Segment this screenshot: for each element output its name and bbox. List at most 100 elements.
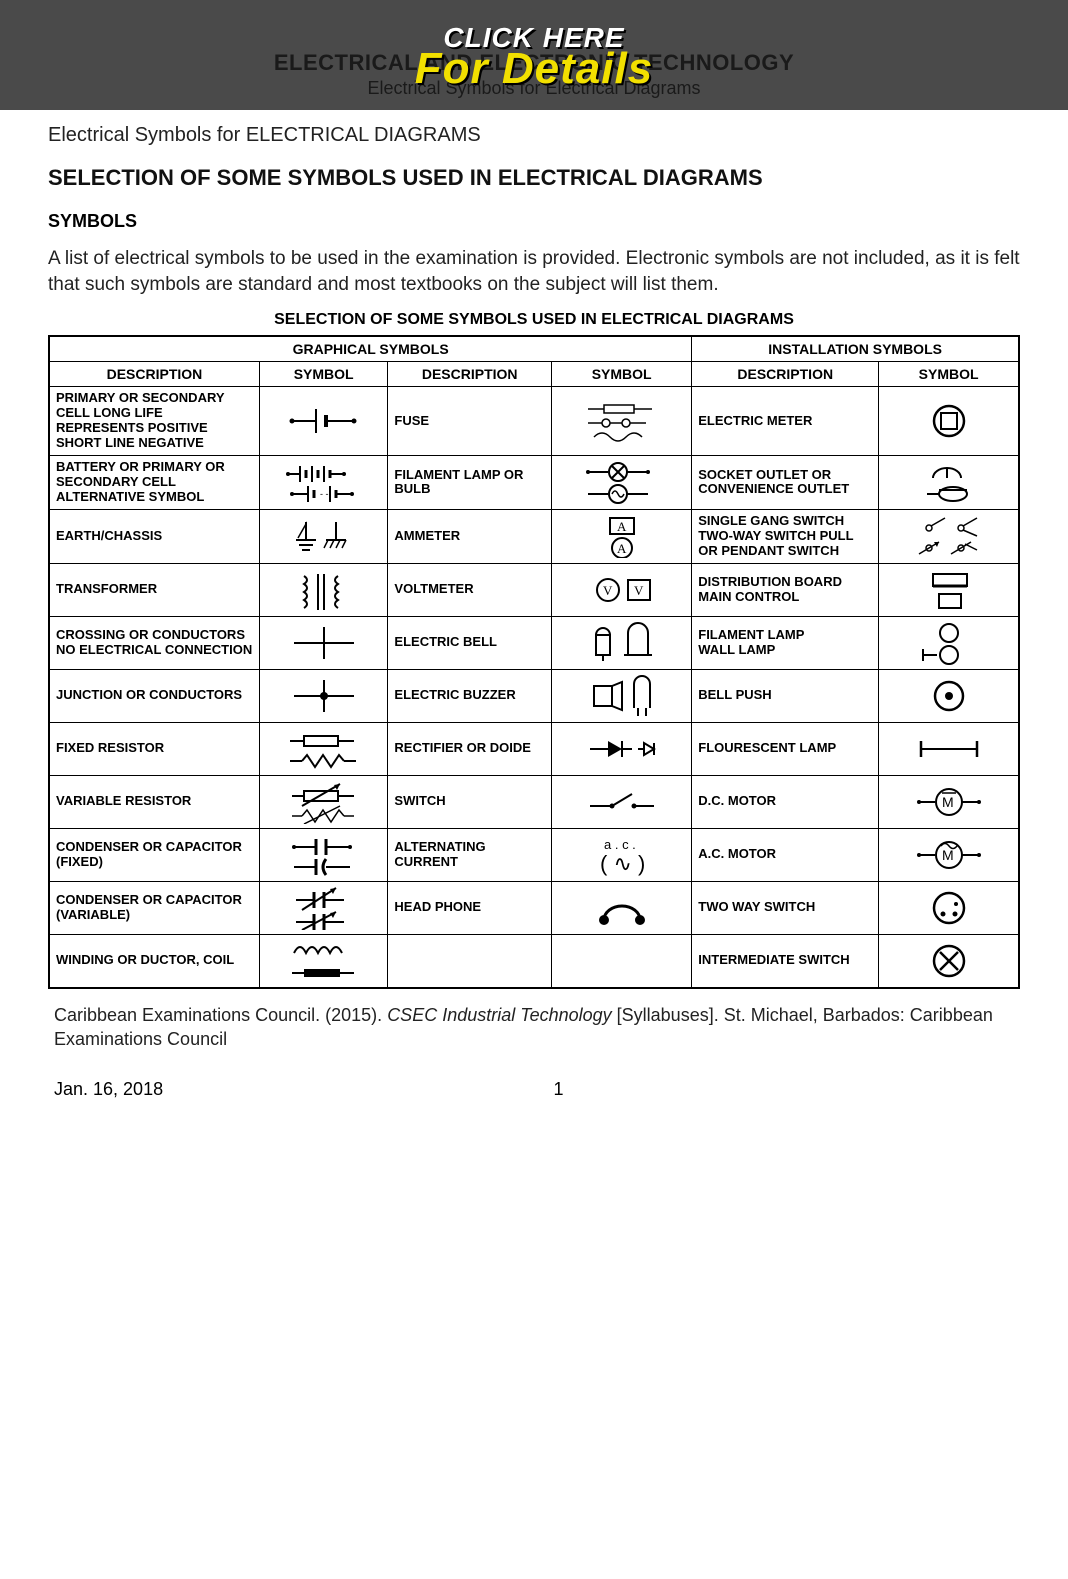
desc-cell: CONDENSER OR CAPACITOR (FIXED) (49, 828, 259, 881)
desc-cell: TRANSFORMER (49, 563, 259, 616)
symbol-cell (259, 775, 388, 828)
symbol-cell (552, 456, 692, 510)
symbol-cell (879, 563, 1019, 616)
table-row: WINDING OR DUCTOR, COIL INTERMEDIATE SWI… (49, 934, 1019, 988)
group-header-row: GRAPHICAL SYMBOLS INSTALLATION SYMBOLS (49, 336, 1019, 362)
desc-cell: ALTERNATING CURRENT (388, 828, 552, 881)
symbol-cell (552, 616, 692, 669)
desc-cell: SOCKET OUTLET OR CONVENIENCE OUTLET (692, 456, 879, 510)
symbol-cell (259, 387, 388, 456)
symbol-cell (259, 722, 388, 775)
symbol-cell (259, 509, 388, 563)
desc-cell (388, 934, 552, 988)
table-row: TRANSFORMERVOLTMETERV VDISTRIBUTION BOAR… (49, 563, 1019, 616)
desc-cell: ELECTRIC BUZZER (388, 669, 552, 722)
desc-cell: BATTERY OR PRIMARY OR SECONDARY CELLALTE… (49, 456, 259, 510)
table-row: CROSSING OR CONDUCTORSNO ELECTRICAL CONN… (49, 616, 1019, 669)
citation-title: CSEC Industrial Technology (387, 1005, 611, 1025)
symbol-cell: - - (259, 456, 388, 510)
svg-text:a . c .: a . c . (604, 837, 636, 852)
symbol-cell (879, 881, 1019, 934)
col-header: SYMBOL (879, 362, 1019, 387)
symbol-cell (879, 509, 1019, 563)
symbol-cell (552, 722, 692, 775)
desc-cell: FUSE (388, 387, 552, 456)
symbol-cell (552, 934, 692, 988)
citation: Caribbean Examinations Council. (2015). … (48, 1003, 1020, 1052)
symbol-cell (259, 563, 388, 616)
symbol-cell (259, 881, 388, 934)
table-row: CONDENSER OR CAPACITOR (FIXED) ALTERNATI… (49, 828, 1019, 881)
footer-page: 1 (554, 1079, 564, 1100)
svg-text:( ∿ ): ( ∿ ) (600, 851, 645, 876)
symbols-label: SYMBOLS (48, 211, 1020, 232)
col-header: DESCRIPTION (692, 362, 879, 387)
desc-cell: HEAD PHONE (388, 881, 552, 934)
symbol-cell: a . c .( ∿ ) (552, 828, 692, 881)
symbol-cell (879, 387, 1019, 456)
symbol-cell (259, 616, 388, 669)
desc-cell: FLOURESCENT LAMP (692, 722, 879, 775)
table-row: VARIABLE RESISTOR SWITCHD.C. MOTORM (49, 775, 1019, 828)
col-header: DESCRIPTION (388, 362, 552, 387)
table-row: CONDENSER OR CAPACITOR (VARIABLE) HEAD P… (49, 881, 1019, 934)
desc-cell: ELECTRIC BELL (388, 616, 552, 669)
symbol-cell (259, 934, 388, 988)
section-title: SELECTION OF SOME SYMBOLS USED IN ELECTR… (48, 165, 1020, 191)
svg-text:- -: - - (320, 489, 329, 499)
col-header: SYMBOL (259, 362, 388, 387)
desc-cell: INTERMEDIATE SWITCH (692, 934, 879, 988)
symbol-cell: V V (552, 563, 692, 616)
svg-text:A: A (617, 519, 627, 534)
symbol-cell (879, 934, 1019, 988)
symbol-cell (552, 881, 692, 934)
table-row: JUNCTION OR CONDUCTORS ELECTRIC BUZZER BE… (49, 669, 1019, 722)
symbol-cell (259, 669, 388, 722)
col-header: SYMBOL (552, 362, 692, 387)
symbol-cell: M (879, 828, 1019, 881)
symbol-cell: M (879, 775, 1019, 828)
svg-text:M: M (942, 847, 954, 863)
group-header-installation: INSTALLATION SYMBOLS (692, 336, 1019, 362)
svg-text:V: V (603, 583, 613, 598)
col-header-row: DESCRIPTION SYMBOL DESCRIPTION SYMBOL DE… (49, 362, 1019, 387)
desc-cell: VARIABLE RESISTOR (49, 775, 259, 828)
banner-bg-line2: Electrical Symbols for Electrical Diagra… (367, 78, 700, 99)
desc-cell: A.C. MOTOR (692, 828, 879, 881)
footer-date: Jan. 16, 2018 (54, 1079, 163, 1100)
symbol-cell (552, 775, 692, 828)
desc-cell: FILAMENT LAMPWALL LAMP (692, 616, 879, 669)
table-row: BATTERY OR PRIMARY OR SECONDARY CELLALTE… (49, 456, 1019, 510)
desc-cell: CONDENSER OR CAPACITOR (VARIABLE) (49, 881, 259, 934)
desc-cell: AMMETER (388, 509, 552, 563)
svg-text:M: M (942, 794, 954, 810)
desc-cell: JUNCTION OR CONDUCTORS (49, 669, 259, 722)
symbol-cell (552, 387, 692, 456)
symbol-cell (879, 456, 1019, 510)
col-header: DESCRIPTION (49, 362, 259, 387)
desc-cell: BELL PUSH (692, 669, 879, 722)
desc-cell: PRIMARY OR SECONDARY CELL LONG LIFE REPR… (49, 387, 259, 456)
desc-cell: RECTIFIER OR DOIDE (388, 722, 552, 775)
group-header-graphical: GRAPHICAL SYMBOLS (49, 336, 692, 362)
desc-cell: WINDING OR DUCTOR, COIL (49, 934, 259, 988)
desc-cell: ELECTRIC METER (692, 387, 879, 456)
symbol-cell (259, 828, 388, 881)
table-row: EARTH/CHASSIS AMMETERA ASINGLE GANG SWIT… (49, 509, 1019, 563)
symbol-cell: A A (552, 509, 692, 563)
symbol-cell (879, 669, 1019, 722)
banner-bg-line1: ELECTRICAL AND ELECTRONIC TECHNOLOGY (274, 50, 794, 76)
desc-cell: VOLTMETER (388, 563, 552, 616)
symbol-cell (552, 669, 692, 722)
page-body: Electrical Symbols for ELECTRICAL DIAGRA… (0, 110, 1068, 1124)
table-row: PRIMARY OR SECONDARY CELL LONG LIFE REPR… (49, 387, 1019, 456)
table-caption: SELECTION OF SOME SYMBOLS USED IN ELECTR… (48, 311, 1020, 329)
desc-cell: TWO WAY SWITCH (692, 881, 879, 934)
desc-cell: EARTH/CHASSIS (49, 509, 259, 563)
table-row: FIXED RESISTOR RECTIFIER OR DOIDE FLOURE… (49, 722, 1019, 775)
symbol-cell (879, 722, 1019, 775)
page-footer: Jan. 16, 2018 1 (48, 1079, 1020, 1100)
desc-cell: CROSSING OR CONDUCTORSNO ELECTRICAL CONN… (49, 616, 259, 669)
desc-cell: SINGLE GANG SWITCHTWO-WAY SWITCH PULL OR… (692, 509, 879, 563)
subhead-text: Electrical Symbols for ELECTRICAL DIAGRA… (48, 124, 1020, 147)
